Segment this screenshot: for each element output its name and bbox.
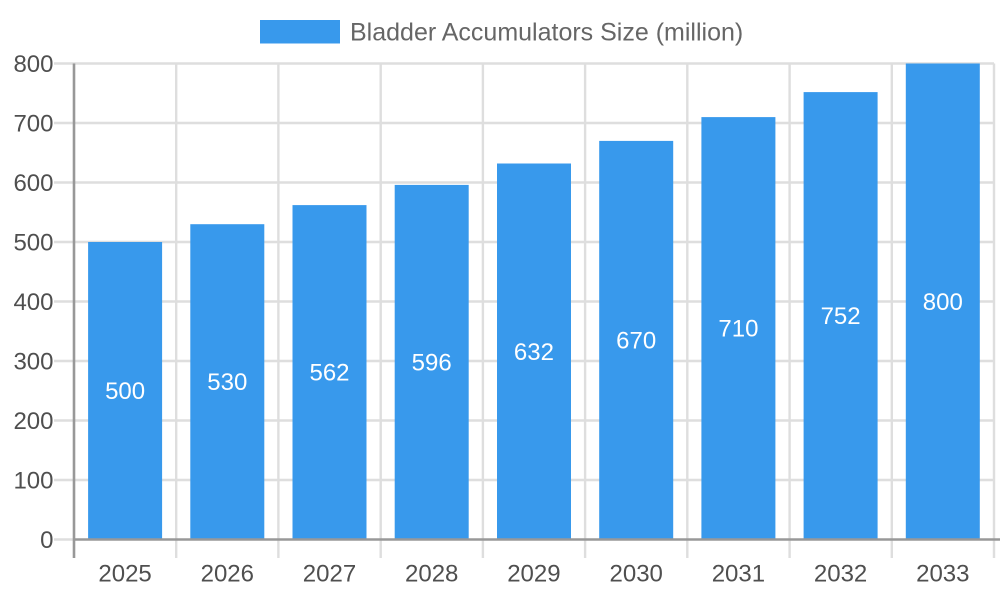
svg-text:2026: 2026 <box>201 561 254 588</box>
svg-text:2028: 2028 <box>405 561 458 588</box>
svg-text:Bladder Accumulators Size (mil: Bladder Accumulators Size (million) <box>350 19 743 47</box>
svg-text:2030: 2030 <box>610 561 663 588</box>
svg-text:500: 500 <box>13 229 53 256</box>
svg-text:0: 0 <box>40 527 53 554</box>
svg-text:752: 752 <box>821 303 861 330</box>
svg-text:400: 400 <box>13 289 53 316</box>
svg-text:632: 632 <box>514 339 554 366</box>
svg-text:670: 670 <box>616 328 656 355</box>
svg-text:2033: 2033 <box>916 561 969 588</box>
svg-text:2029: 2029 <box>507 561 560 588</box>
svg-text:2031: 2031 <box>712 561 765 588</box>
svg-text:800: 800 <box>13 51 53 78</box>
svg-text:600: 600 <box>13 170 53 197</box>
svg-text:500: 500 <box>105 378 145 405</box>
svg-text:710: 710 <box>718 316 758 343</box>
svg-text:596: 596 <box>412 350 452 377</box>
svg-text:700: 700 <box>13 110 53 137</box>
svg-text:562: 562 <box>309 360 349 387</box>
svg-text:2032: 2032 <box>814 561 867 588</box>
svg-text:300: 300 <box>13 348 53 375</box>
svg-text:100: 100 <box>13 467 53 494</box>
svg-text:530: 530 <box>207 369 247 396</box>
svg-text:200: 200 <box>13 408 53 435</box>
svg-text:2027: 2027 <box>303 561 356 588</box>
svg-text:2025: 2025 <box>98 561 151 588</box>
svg-text:800: 800 <box>923 289 963 316</box>
